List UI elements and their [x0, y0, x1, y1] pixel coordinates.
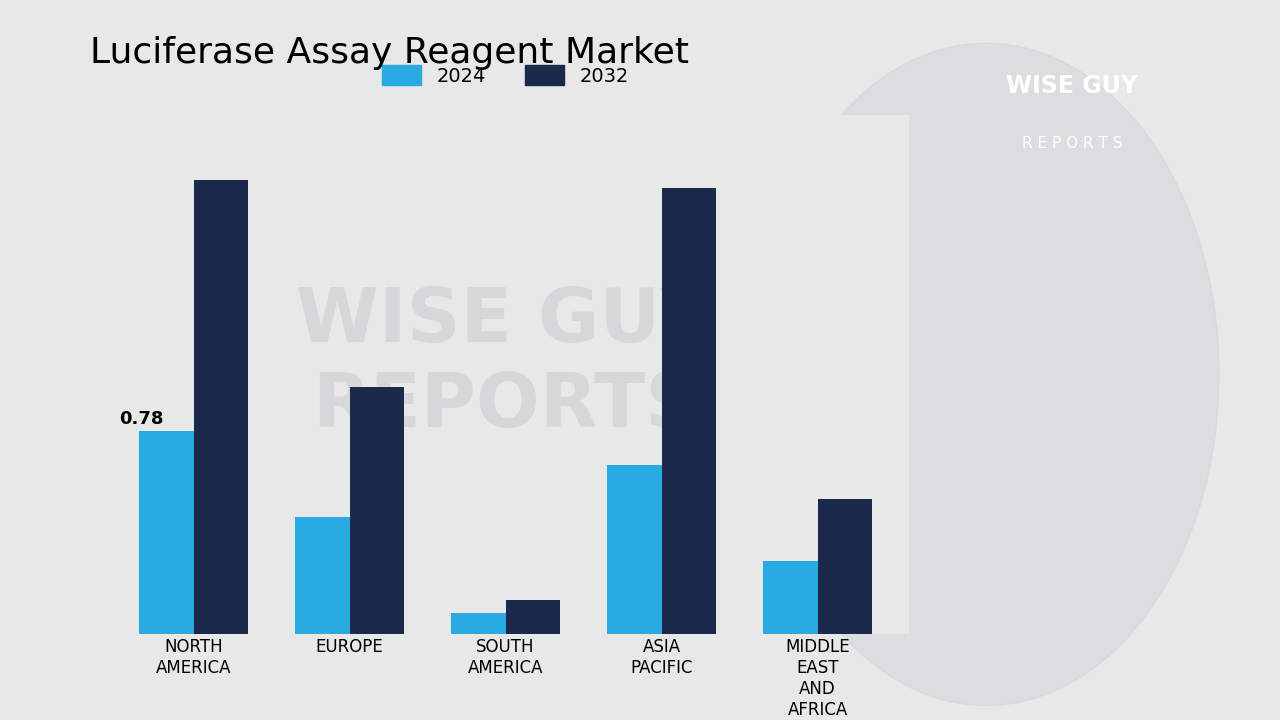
Bar: [294, 517, 349, 634]
Bar: [818, 499, 872, 634]
Text: Luciferase Assay Reagent Market: Luciferase Assay Reagent Market: [90, 36, 689, 70]
Ellipse shape: [753, 43, 1219, 706]
Text: WISE GUY: WISE GUY: [1006, 74, 1138, 99]
Bar: [451, 613, 506, 634]
Bar: [607, 465, 662, 634]
Bar: [193, 180, 248, 634]
Bar: [506, 600, 561, 634]
Bar: [140, 431, 193, 634]
Bar: [349, 387, 404, 634]
Bar: [763, 561, 818, 634]
Text: WISE GUY
REPORTS: WISE GUY REPORTS: [296, 285, 716, 443]
Bar: [662, 188, 717, 634]
Text: 0.78: 0.78: [119, 410, 164, 428]
Legend: 2024, 2032: 2024, 2032: [375, 58, 636, 94]
Text: R E P O R T S: R E P O R T S: [1021, 137, 1123, 151]
